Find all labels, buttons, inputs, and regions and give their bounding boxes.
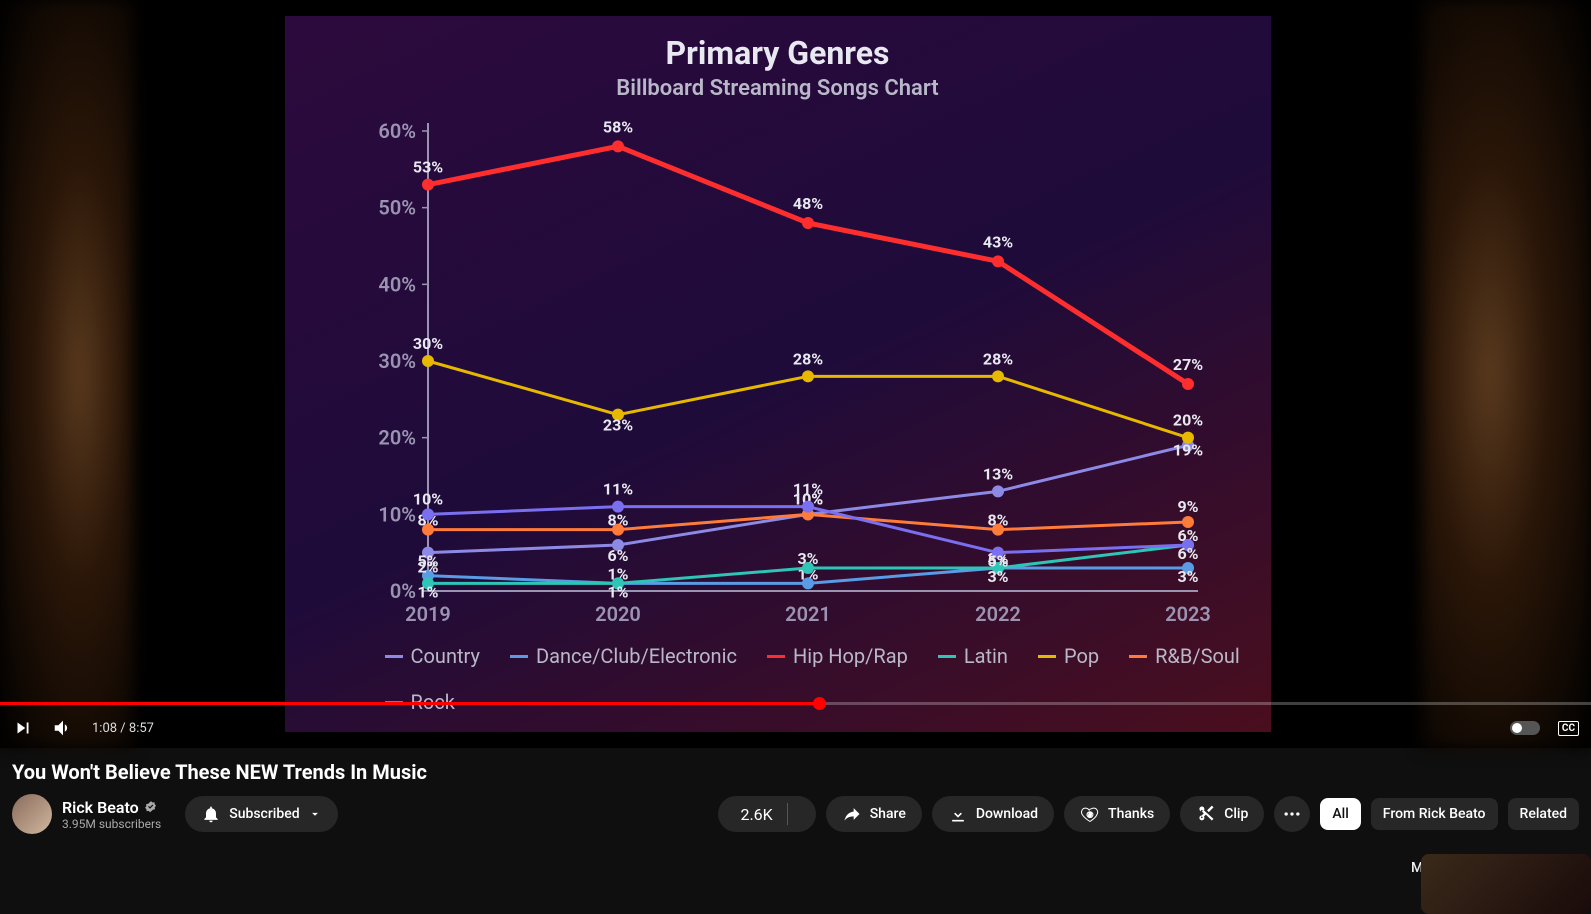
svg-text:1%: 1% xyxy=(607,582,628,601)
svg-text:28%: 28% xyxy=(982,349,1012,368)
like-count: 2.6K xyxy=(740,805,772,824)
legend-item: R&B/Soul xyxy=(1129,644,1240,668)
ellipsis-icon xyxy=(1282,804,1302,824)
share-icon xyxy=(842,804,862,824)
svg-text:20%: 20% xyxy=(1172,411,1202,430)
svg-text:53%: 53% xyxy=(412,158,442,177)
svg-text:23%: 23% xyxy=(602,416,632,435)
channel-name-text: Rick Beato xyxy=(62,798,139,817)
verified-badge-icon xyxy=(144,800,158,814)
duration: 8:57 xyxy=(129,721,154,736)
chip-from-rick-beato[interactable]: From Rick Beato xyxy=(1371,798,1498,830)
share-button[interactable]: Share xyxy=(826,796,922,832)
svg-text:27%: 27% xyxy=(1172,355,1202,374)
subscribed-label: Subscribed xyxy=(229,806,299,822)
svg-text:43%: 43% xyxy=(982,232,1012,251)
subscriber-count: 3.95M subscribers xyxy=(62,817,161,831)
progress-fill xyxy=(0,702,819,705)
svg-text:2023: 2023 xyxy=(1165,602,1211,626)
time-display: 1:08 / 8:57 xyxy=(92,721,154,736)
svg-text:8%: 8% xyxy=(987,511,1008,530)
svg-text:40%: 40% xyxy=(378,272,416,296)
svg-text:1%: 1% xyxy=(417,582,438,601)
meta-row: Rick Beato 3.95M subscribers Subscribed … xyxy=(12,794,1579,834)
svg-text:11%: 11% xyxy=(792,480,822,499)
download-button[interactable]: Download xyxy=(932,796,1054,832)
svg-text:58%: 58% xyxy=(602,117,632,136)
chart-subtitle: Billboard Streaming Songs Chart xyxy=(315,76,1241,101)
next-button[interactable] xyxy=(12,717,34,739)
chevron-down-icon xyxy=(308,807,322,821)
chart-card: Primary Genres Billboard Streaming Songs… xyxy=(285,16,1271,732)
legend-item: Latin xyxy=(938,644,1008,668)
autoplay-toggle[interactable] xyxy=(1510,721,1540,735)
svg-text:30%: 30% xyxy=(412,334,442,353)
svg-text:10%: 10% xyxy=(378,502,416,526)
video-frame: Primary Genres Billboard Streaming Songs… xyxy=(133,0,1422,748)
svg-text:9%: 9% xyxy=(1177,497,1198,516)
more-actions-button[interactable] xyxy=(1274,796,1310,832)
channel-avatar[interactable] xyxy=(12,794,52,834)
legend-item: Dance/Club/Electronic xyxy=(510,644,737,668)
like-dislike-segment: 2.6K xyxy=(718,796,815,832)
svg-text:2019: 2019 xyxy=(405,602,451,626)
svg-text:48%: 48% xyxy=(792,194,822,213)
svg-text:6%: 6% xyxy=(607,546,628,565)
svg-text:2021: 2021 xyxy=(785,602,831,626)
download-icon xyxy=(948,804,968,824)
line-chart: 0% 10% 20% 30% 40% 50% 60% 2019 2020 2021 2022 2023… xyxy=(318,101,1238,641)
svg-text:2020: 2020 xyxy=(595,602,641,626)
svg-text:20%: 20% xyxy=(378,426,416,450)
bell-icon xyxy=(201,804,221,824)
svg-text:2%: 2% xyxy=(417,558,438,577)
player-controls: 1:08 / 8:57 CC xyxy=(0,708,1591,748)
svg-text:8%: 8% xyxy=(607,511,628,530)
svg-text:5%: 5% xyxy=(987,552,1008,571)
legend-item: Country xyxy=(385,644,480,668)
legend-item: Pop xyxy=(1038,644,1099,668)
thanks-button[interactable]: $ Thanks xyxy=(1064,796,1170,832)
svg-text:10%: 10% xyxy=(412,489,442,508)
captions-button[interactable]: CC xyxy=(1558,721,1579,736)
current-time: 1:08 xyxy=(92,721,117,736)
svg-text:60%: 60% xyxy=(378,119,416,143)
svg-text:2022: 2022 xyxy=(975,602,1021,626)
svg-text:6%: 6% xyxy=(1177,544,1198,563)
svg-text:3%: 3% xyxy=(797,549,818,568)
svg-text:50%: 50% xyxy=(378,196,416,220)
chip-all[interactable]: All xyxy=(1320,798,1360,830)
svg-text:11%: 11% xyxy=(602,480,632,499)
thanks-label: Thanks xyxy=(1108,806,1154,822)
legend-item: Hip Hop/Rap xyxy=(767,644,908,668)
video-player[interactable]: Primary Genres Billboard Streaming Songs… xyxy=(0,0,1591,748)
svg-text:13%: 13% xyxy=(982,464,1012,483)
clip-button[interactable]: Clip xyxy=(1180,796,1264,832)
chip-related[interactable]: Related xyxy=(1508,798,1579,830)
chip-row: All From Rick Beato Related xyxy=(1320,798,1579,830)
clip-icon xyxy=(1196,804,1216,824)
video-pillarbox-left xyxy=(0,0,133,748)
video-pillarbox-right xyxy=(1422,0,1591,748)
clip-label: Clip xyxy=(1224,806,1248,822)
video-metadata: You Won't Believe These NEW Trends In Mu… xyxy=(0,748,1591,834)
thanks-icon: $ xyxy=(1080,804,1100,824)
svg-text:3%: 3% xyxy=(1177,567,1198,586)
download-label: Download xyxy=(976,806,1038,822)
subscribed-button[interactable]: Subscribed xyxy=(185,796,337,832)
channel-name[interactable]: Rick Beato xyxy=(62,798,161,817)
share-label: Share xyxy=(870,806,906,822)
svg-text:30%: 30% xyxy=(378,349,416,373)
chart-title: Primary Genres xyxy=(315,34,1241,72)
next-video-thumbnail[interactable] xyxy=(1421,854,1591,914)
video-title: You Won't Believe These NEW Trends In Mu… xyxy=(12,760,1579,784)
dislike-button[interactable] xyxy=(788,796,816,832)
volume-button[interactable] xyxy=(52,717,74,739)
like-button[interactable]: 2.6K xyxy=(718,796,786,832)
svg-text:28%: 28% xyxy=(792,349,822,368)
svg-text:0%: 0% xyxy=(389,579,415,603)
progress-bar[interactable] xyxy=(0,702,1591,705)
